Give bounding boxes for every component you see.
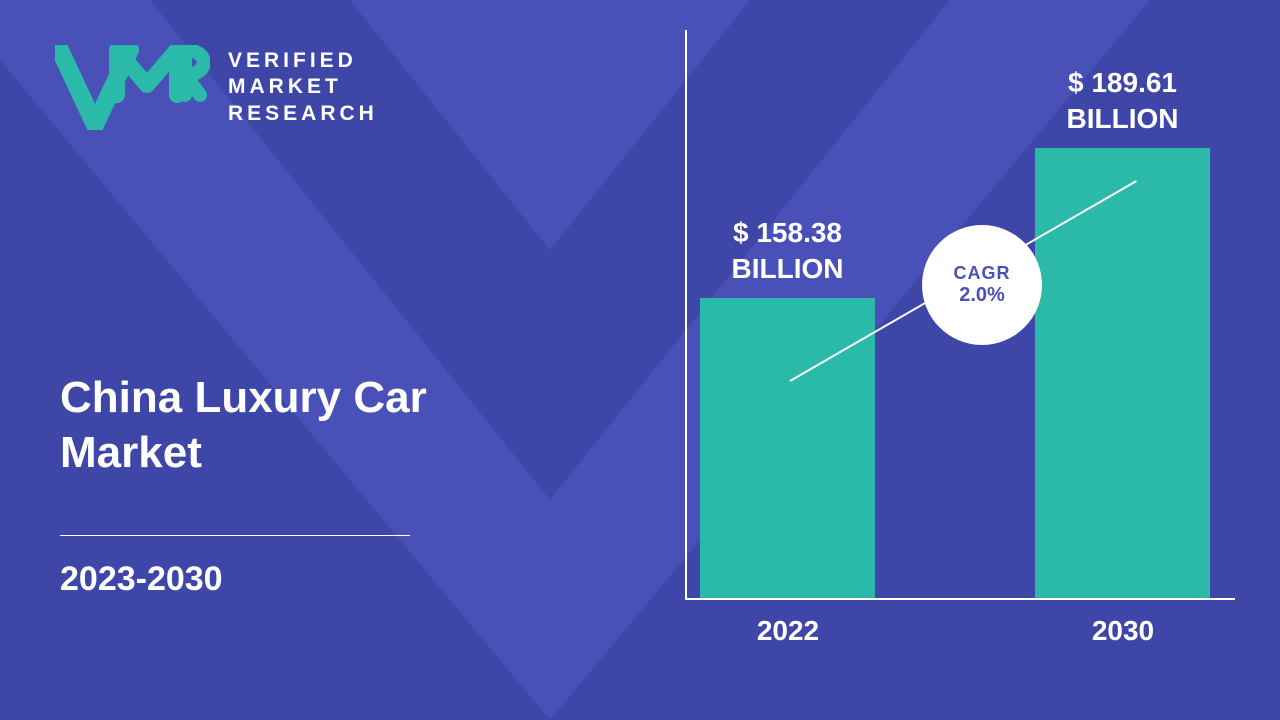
logo-line-2: MARKET: [228, 74, 378, 100]
x-axis: [685, 598, 1235, 600]
cagr-label: CAGR: [954, 263, 1011, 284]
title-divider: [60, 535, 410, 536]
logo-line-3: RESEARCH: [228, 101, 378, 127]
cagr-value: 2.0%: [959, 284, 1005, 307]
bar-2022-value: $ 158.38 BILLION: [690, 215, 885, 288]
bar-2022-year: 2022: [688, 615, 888, 647]
date-range: 2023-2030: [60, 560, 223, 599]
vmr-logo-icon: [55, 45, 210, 130]
cagr-badge: CAGR 2.0%: [922, 225, 1042, 345]
page-title: China Luxury Car Market: [60, 370, 540, 480]
y-axis: [685, 30, 687, 598]
logo-text: VERIFIED MARKET RESEARCH: [228, 48, 378, 127]
bar-2030-value: $ 189.61 BILLION: [1025, 65, 1220, 138]
logo: VERIFIED MARKET RESEARCH: [55, 45, 378, 130]
logo-line-1: VERIFIED: [228, 48, 378, 74]
bar-2022: [700, 298, 875, 598]
bar-2030: [1035, 148, 1210, 598]
bar-chart: $ 158.38 BILLION 2022 $ 189.61 BILLION 2…: [640, 0, 1280, 720]
bar-2030-year: 2030: [1023, 615, 1223, 647]
